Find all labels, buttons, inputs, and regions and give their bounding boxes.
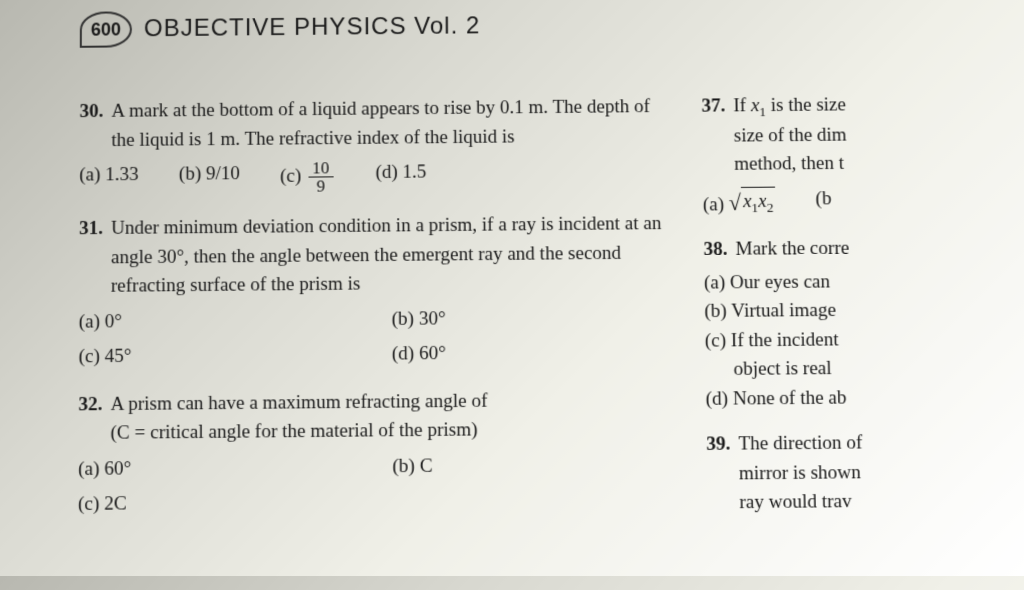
q30-c-label: (c): [280, 165, 301, 186]
q32-text: A prism can have a maximum refracting an…: [110, 385, 665, 448]
q37-number: 37.: [701, 92, 726, 180]
q31-text: Under minimum deviation condition in a p…: [111, 210, 664, 302]
q37-line2: size of the dim: [734, 124, 847, 146]
q32-line1: A prism can have a maximum refracting an…: [111, 390, 488, 415]
q30-text: A mark at the bottom of a liquid appears…: [111, 93, 662, 155]
book-title: OBJECTIVE PHYSICS Vol. 2: [144, 12, 481, 43]
left-column: 30. A mark at the bottom of a liquid app…: [17, 93, 667, 541]
q38-option-d: (d) None of the ab: [705, 382, 1013, 414]
q38-number: 38.: [703, 236, 727, 265]
q32-option-a: (a) 60°: [78, 453, 352, 485]
q37-a-label: (a): [703, 194, 729, 215]
q37-option-a: (a) √x1x2: [703, 185, 776, 220]
q37-body: If x1 is the size size of the dim method…: [733, 90, 1008, 180]
q31-option-d: (d) 60°: [392, 338, 665, 369]
question-38: 38. Mark the corre (a) Our eyes can (b) …: [703, 233, 1013, 414]
q32-option-b: (b) C: [392, 450, 666, 482]
q39-line1: The direction of: [738, 432, 862, 455]
fraction-icon: 10 9: [308, 159, 333, 195]
sqrt-icon: √x1x2: [729, 185, 776, 219]
q30-option-c: (c) 10 9: [280, 159, 335, 195]
question-32: 32. A prism can have a maximum refractin…: [78, 385, 667, 519]
q38-option-c: (c) If the incident: [705, 324, 1013, 356]
q30-number: 30.: [79, 98, 103, 156]
question-39: 39. The direction of mirror is shown ray…: [706, 428, 1016, 519]
q39-body: The direction of mirror is shown ray wou…: [738, 428, 1016, 518]
q30-c-denominator: 9: [312, 177, 329, 194]
page-number-badge: 600: [80, 11, 132, 47]
q30-c-numerator: 10: [308, 159, 333, 177]
q39-line3: ray would trav: [739, 491, 852, 514]
q37-sqrt-s2: 2: [767, 199, 774, 214]
q30-option-d: (d) 1.5: [375, 158, 426, 194]
page-header: 600 OBJECTIVE PHYSICS Vol. 2: [80, 4, 1005, 48]
right-column: 37. If x1 is the size size of the dim me…: [701, 90, 1016, 535]
q38-option-b: (b) Virtual image: [704, 295, 1011, 327]
q30-option-b: (b) 9/10: [179, 160, 240, 196]
question-30: 30. A mark at the bottom of a liquid app…: [79, 93, 662, 197]
q39-number: 39.: [706, 430, 731, 518]
q38-option-a: (a) Our eyes can: [704, 266, 1011, 298]
q31-option-a: (a) 0°: [79, 305, 352, 336]
q37-line3: method, then t: [734, 153, 844, 175]
q32-option-c: (c) 2C: [78, 488, 352, 520]
q31-number: 31.: [79, 215, 103, 302]
question-31: 31. Under minimum deviation condition in…: [79, 210, 665, 372]
q39-line2: mirror is shown: [739, 462, 861, 485]
q30-option-a: (a) 1.33: [79, 161, 139, 197]
q37-t1: If: [733, 95, 751, 116]
q37-option-b: (b: [815, 185, 832, 219]
q38-option-c-line2: object is real: [705, 353, 1013, 385]
q38-text: Mark the corre: [735, 233, 1010, 264]
q31-option-c: (c) 45°: [79, 341, 352, 372]
q32-number: 32.: [78, 390, 102, 449]
q32-line2: (C = critical angle for the material of …: [110, 419, 477, 444]
question-37: 37. If x1 is the size size of the dim me…: [701, 90, 1009, 220]
q31-option-b: (b) 30°: [392, 303, 665, 334]
q37-var-x1: x: [751, 95, 760, 116]
q37-t1b: is the size: [766, 94, 846, 116]
